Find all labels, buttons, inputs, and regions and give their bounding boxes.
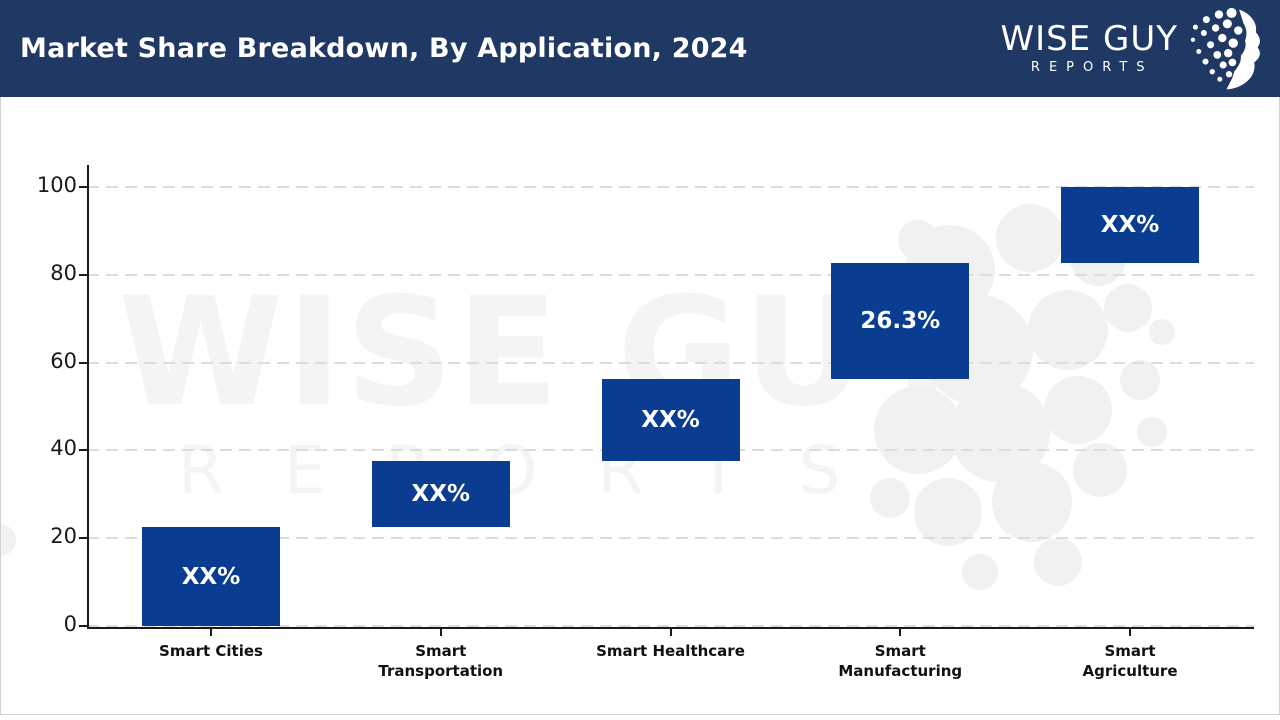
x-axis-tick <box>439 629 442 636</box>
y-axis-line <box>87 165 89 629</box>
y-tick-label: 40 <box>50 436 77 461</box>
logo-sub-text: REPORTS <box>1030 60 1154 75</box>
page-title: Market Share Breakdown, By Application, … <box>20 33 748 64</box>
gridline <box>87 361 1254 364</box>
y-tick-label: 20 <box>50 524 77 549</box>
wise-guy-logo: WISE GUY REPORTS <box>1000 6 1280 92</box>
logo-text-block: WISE GUY REPORTS <box>1000 22 1178 75</box>
bar-smart-transportation: XX% <box>371 461 510 528</box>
bar-value-label: XX% <box>1100 212 1160 239</box>
x-axis-line <box>87 627 1254 629</box>
bar-smart-agriculture: XX% <box>1061 187 1199 264</box>
bar-smart-healthcare: XX% <box>601 378 740 462</box>
bar-value-label: XX% <box>181 563 241 590</box>
x-axis-tick <box>210 629 212 636</box>
bar-smart-cities: XX% <box>142 527 280 626</box>
gridline <box>87 537 1254 540</box>
logo-brand-text: WISE GUY <box>1000 19 1178 59</box>
y-axis-tick <box>79 361 87 364</box>
logo-face-icon <box>1190 7 1260 89</box>
x-axis-tick <box>899 629 902 636</box>
gridline <box>87 186 1254 188</box>
y-tick-label: 80 <box>50 260 77 285</box>
category-label: Smart Healthcare <box>596 642 745 660</box>
y-axis-tick <box>79 537 87 540</box>
y-tick-label: 0 <box>63 612 77 636</box>
category-label: Smart Cities <box>159 642 263 660</box>
category-label: Smart Transportation <box>378 642 504 681</box>
gridline <box>87 625 1254 627</box>
bar-value-label: 26.3% <box>860 308 941 335</box>
y-tick-label: 60 <box>50 348 77 373</box>
y-axis-tick <box>79 449 87 452</box>
y-axis-tick <box>79 273 87 276</box>
header-bar: Market Share Breakdown, By Application, … <box>0 0 1280 97</box>
bar-smart-manufacturing: 26.3% <box>831 263 970 379</box>
category-label: Smart Agriculture <box>1082 642 1178 681</box>
gridline <box>87 273 1254 276</box>
x-axis-tick <box>1129 629 1131 636</box>
bar-value-label: XX% <box>411 481 470 508</box>
x-axis-tick <box>669 629 672 636</box>
category-label: Smart Manufacturing <box>838 642 963 681</box>
y-axis-tick <box>79 625 87 627</box>
bar-value-label: XX% <box>641 407 700 434</box>
y-tick-label: 100 <box>36 173 77 197</box>
y-axis-tick <box>79 186 87 188</box>
